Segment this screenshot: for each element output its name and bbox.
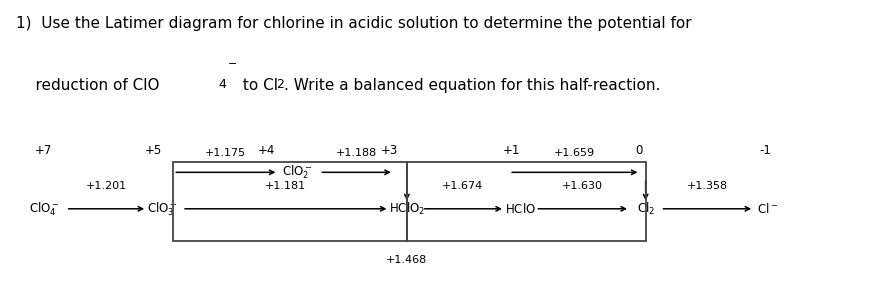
Text: +1.181: +1.181 [265,180,305,191]
Text: +1.468: +1.468 [386,255,427,265]
Text: to Cl: to Cl [238,78,278,93]
Text: +3: +3 [381,144,398,157]
Text: +1.630: +1.630 [562,180,603,191]
Text: $\mathregular{ClO_3^-}$: $\mathregular{ClO_3^-}$ [147,200,178,218]
Text: +1.188: +1.188 [336,148,377,158]
Text: $\mathregular{Cl^-}$: $\mathregular{Cl^-}$ [757,202,779,216]
Text: 0: 0 [635,144,642,157]
Text: +4: +4 [258,144,275,157]
Text: -1: -1 [759,144,772,157]
Text: 1)  Use the Latimer diagram for chlorine in acidic solution to determine the pot: 1) Use the Latimer diagram for chlorine … [16,16,692,31]
Text: $\mathregular{ClO_2^-}$: $\mathregular{ClO_2^-}$ [282,164,313,181]
Text: 2: 2 [276,78,284,91]
Text: +7: +7 [36,144,52,157]
Text: $\mathregular{ClO_4^-}$: $\mathregular{ClO_4^-}$ [28,200,59,218]
Text: $\mathregular{Cl_2}$: $\mathregular{Cl_2}$ [637,201,654,217]
Bar [407,162,646,240]
Text: reduction of ClO: reduction of ClO [16,78,160,93]
Text: +1.674: +1.674 [442,180,483,191]
Text: $\mathregular{HClO_2}$: $\mathregular{HClO_2}$ [389,201,425,217]
Text: . Write a balanced equation for this half-reaction.: . Write a balanced equation for this hal… [284,78,661,93]
Text: −: − [228,59,238,69]
Text: +1.201: +1.201 [85,180,126,191]
Text: +1.175: +1.175 [205,148,246,158]
Text: $\mathregular{HClO}$: $\mathregular{HClO}$ [505,202,536,216]
Text: +1: +1 [503,144,520,157]
Bar [173,162,407,240]
Text: +1.659: +1.659 [554,148,595,158]
Text: +1.358: +1.358 [686,180,727,191]
Text: +5: +5 [145,144,162,157]
Text: 4: 4 [218,78,226,91]
